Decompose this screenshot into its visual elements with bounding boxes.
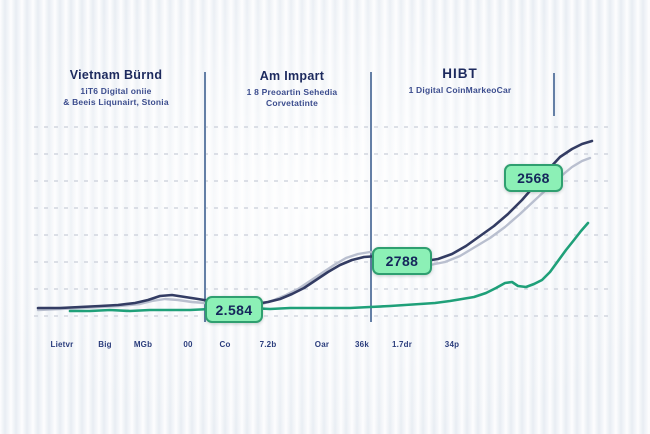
value-callout-2584: 2.584 [205,296,263,323]
value-callout-2568: 2568 [504,164,563,192]
value-callout-2788: 2788 [372,247,432,275]
panel-subtitle-line1: 1 8 Preoartin Sehedia [246,87,338,97]
panel-subtitle-line1: 1iT6 Digital oniie [80,86,152,96]
panel-subtitle: 1 Digital CoinMarkeoCar [370,85,550,96]
panel-title: HIBT [442,66,478,81]
series-line-navy [36,139,594,310]
panel-title: Am Impart [259,69,325,83]
series-line-green [68,221,590,313]
panel-subtitle-line2: & Beeis Liqunairt, Stonia [63,96,169,107]
panel-header-hibt: HIBT 1 Digital CoinMarkeoCar [370,66,550,96]
panel-title: Vietnam Bürnd [69,68,163,82]
panel-header-vietnam-bond: Vietnam Bürnd 1iT6 Digital oniie & Beeis… [36,68,196,107]
panel-subtitle-line2: Corvetatinte [266,97,318,108]
series-line-gray [36,156,592,312]
panel-subtitle-line1: 1 Digital CoinMarkeoCar [408,85,512,95]
panel-subtitle: 1 8 Preoartin Sehedia Corvetatinte [212,87,372,108]
panel-header-am-impart: Am Impart 1 8 Preoartin Sehedia Corvetat… [212,69,372,108]
panel-subtitle: 1iT6 Digital oniie & Beeis Liqunairt, St… [36,86,196,107]
